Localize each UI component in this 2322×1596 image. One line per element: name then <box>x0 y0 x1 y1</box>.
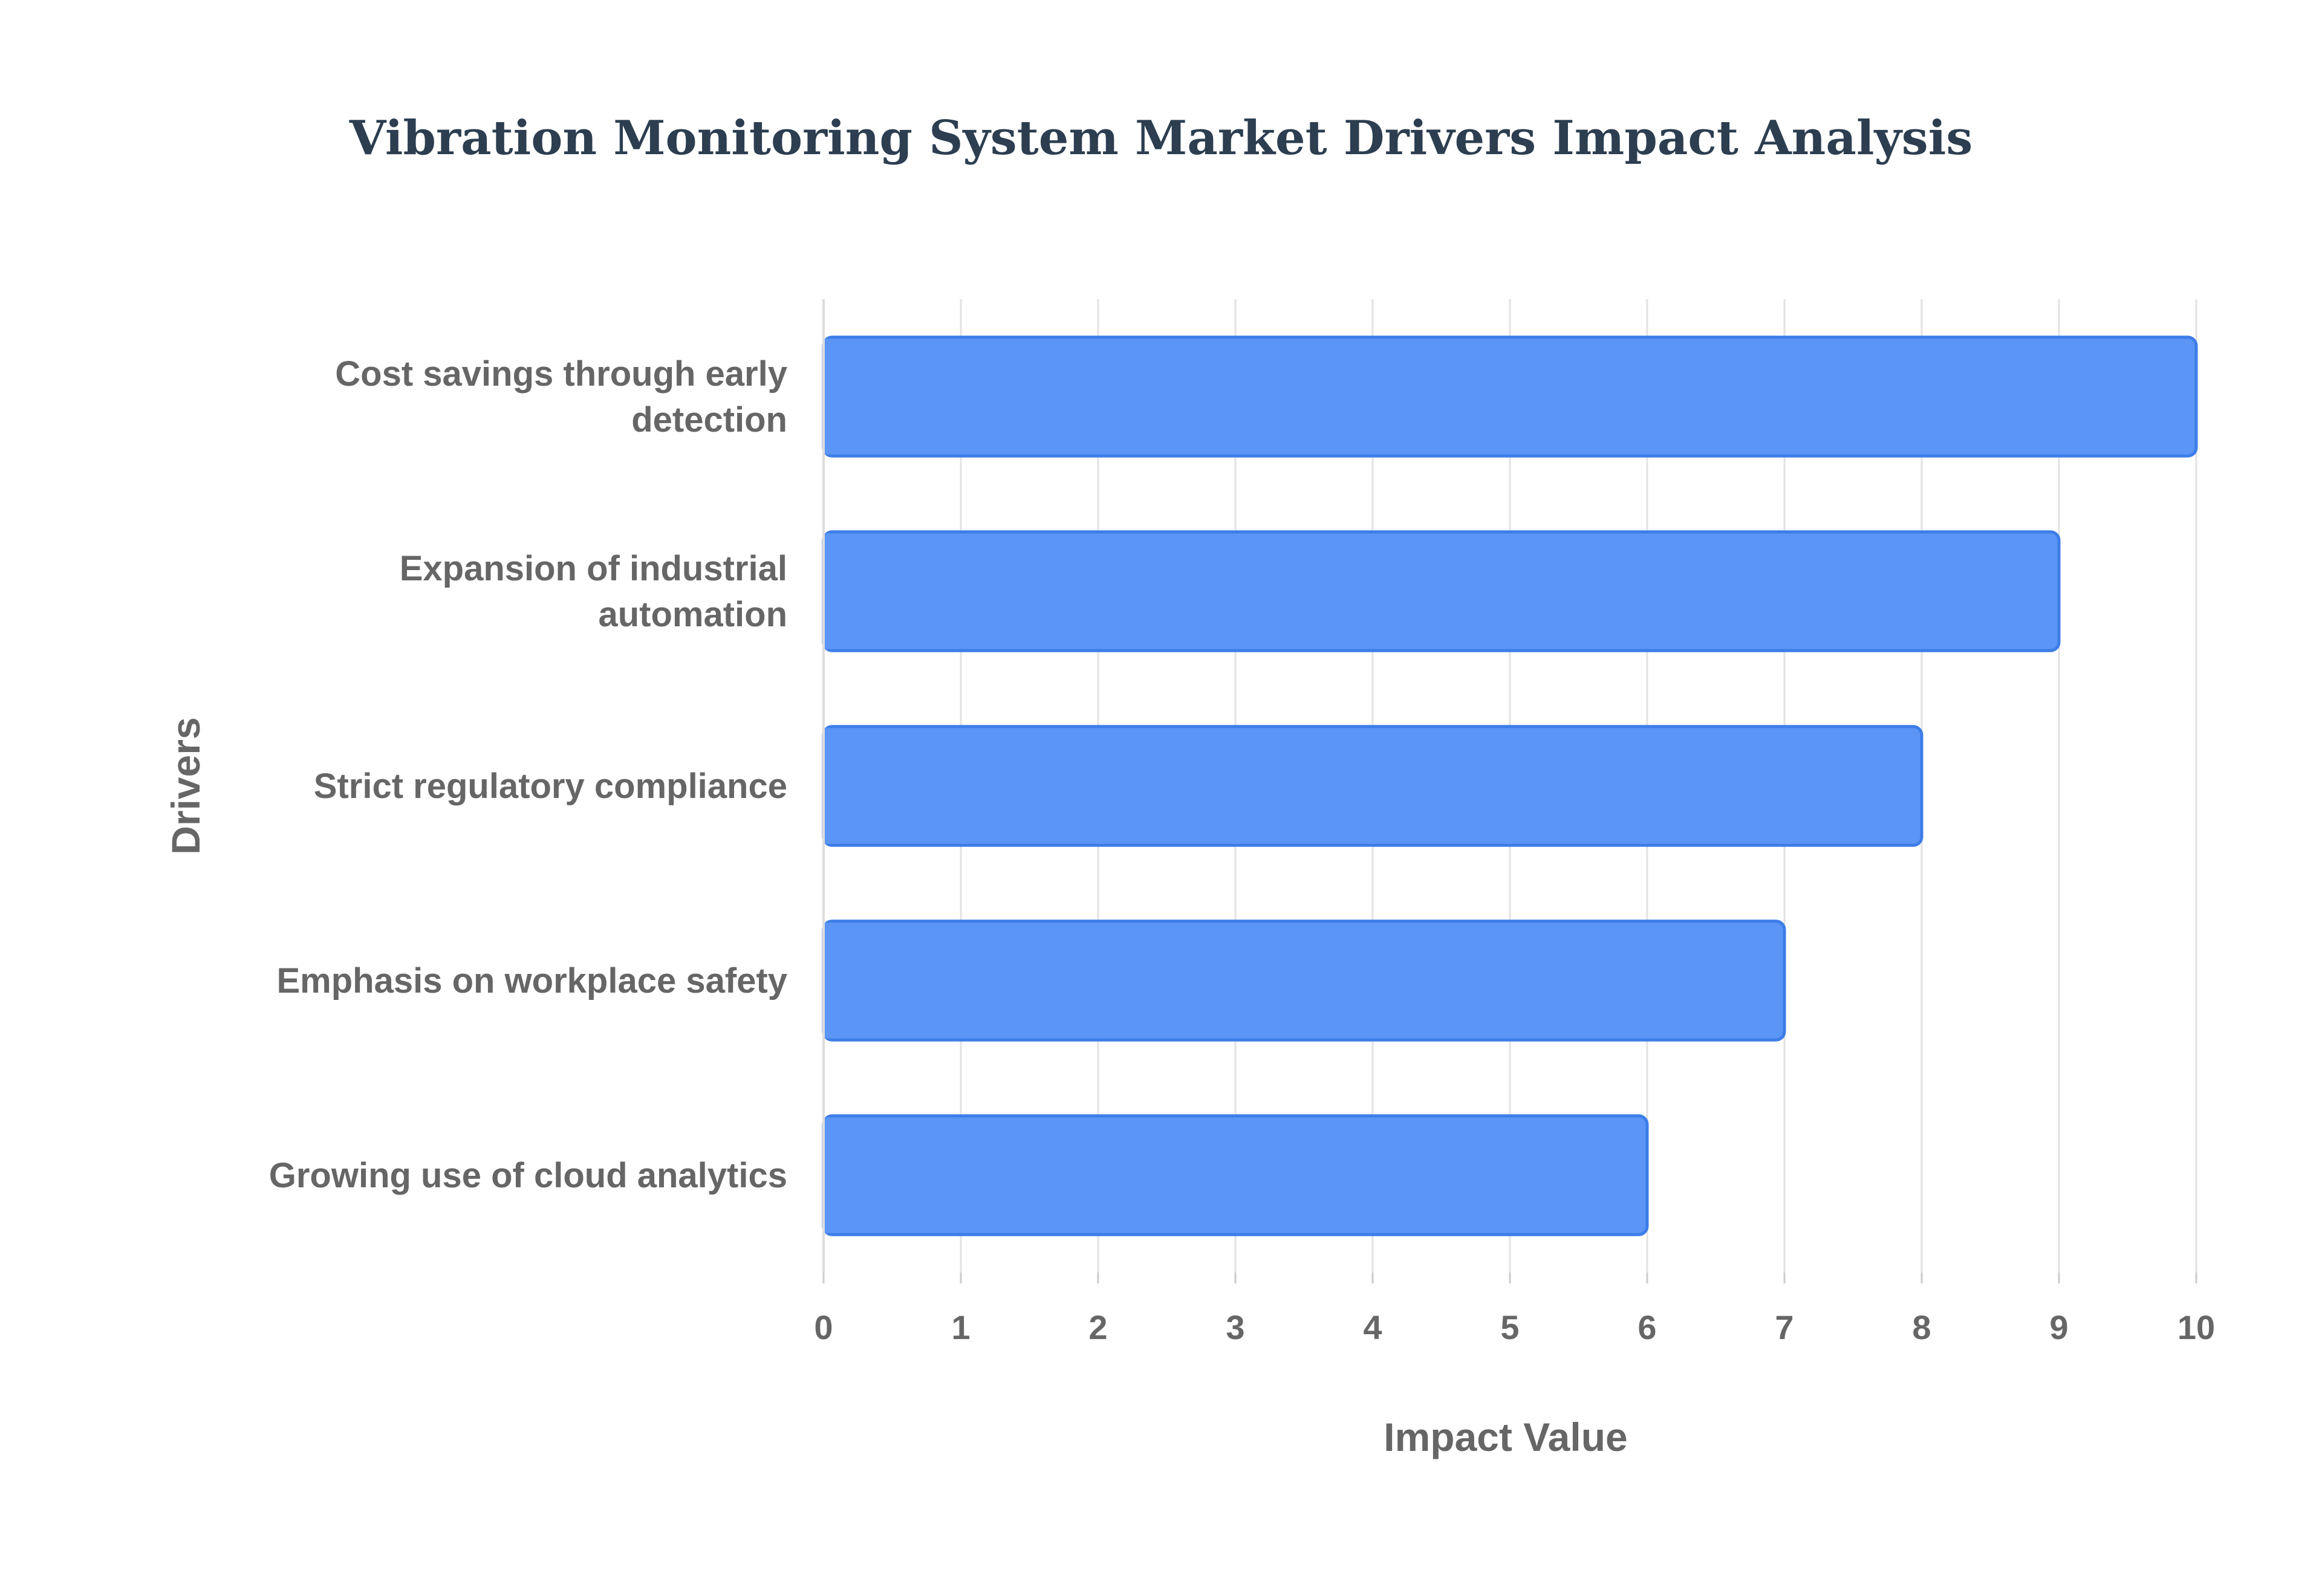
bar-base <box>824 339 836 455</box>
bar <box>822 1114 1649 1236</box>
category-label: Growing use of cloud analytics <box>269 1156 787 1195</box>
category-label-line: Growing use of cloud analytics <box>269 1156 787 1195</box>
bar-base <box>824 923 836 1039</box>
bar-base <box>824 533 836 649</box>
bar <box>822 920 1786 1042</box>
category-labels: Cost savings through early detection Expan… <box>269 354 787 1195</box>
category-label: Expansion of industrial automation <box>400 549 787 634</box>
chart-title: Vibration Monitoring System Market Drive… <box>349 111 1973 166</box>
x-tick-label: 5 <box>1500 1308 1519 1346</box>
category-label-line: Expansion of industrial <box>400 549 787 588</box>
x-axis-title: Impact Value <box>1384 1415 1628 1459</box>
x-tick-label: 7 <box>1775 1308 1794 1346</box>
x-tick-labels: 0 1 2 3 4 5 6 7 8 9 10 <box>814 1308 2215 1346</box>
y-axis-title: Drivers <box>163 717 208 855</box>
bar-base <box>824 1117 836 1233</box>
x-tick-label: 0 <box>814 1308 833 1346</box>
bar <box>822 725 1924 847</box>
category-label-line: Strict regulatory compliance <box>314 767 787 806</box>
x-tick-label: 4 <box>1363 1308 1382 1346</box>
x-tick-label: 6 <box>1637 1308 1656 1346</box>
x-tick-label: 8 <box>1912 1308 1931 1346</box>
category-label: Cost savings through early detection <box>335 354 787 440</box>
x-tick-label: 1 <box>951 1308 970 1346</box>
x-tick-label: 9 <box>2049 1308 2068 1346</box>
bars <box>822 336 2198 1236</box>
x-tick-label: 3 <box>1226 1308 1244 1346</box>
category-label: Emphasis on workplace safety <box>276 961 787 1001</box>
x-tick-label: 2 <box>1088 1308 1107 1346</box>
axes <box>822 299 2197 1283</box>
bar <box>822 336 2198 458</box>
category-label-line: Cost savings through early <box>335 354 787 394</box>
category-label: Strict regulatory compliance <box>314 767 787 806</box>
x-tick-label: 10 <box>2177 1308 2215 1346</box>
bar <box>822 530 2061 652</box>
category-label-line: automation <box>598 595 787 634</box>
category-label-line: detection <box>631 400 787 440</box>
category-label-line: Emphasis on workplace safety <box>276 961 787 1001</box>
bar-base <box>824 728 836 844</box>
